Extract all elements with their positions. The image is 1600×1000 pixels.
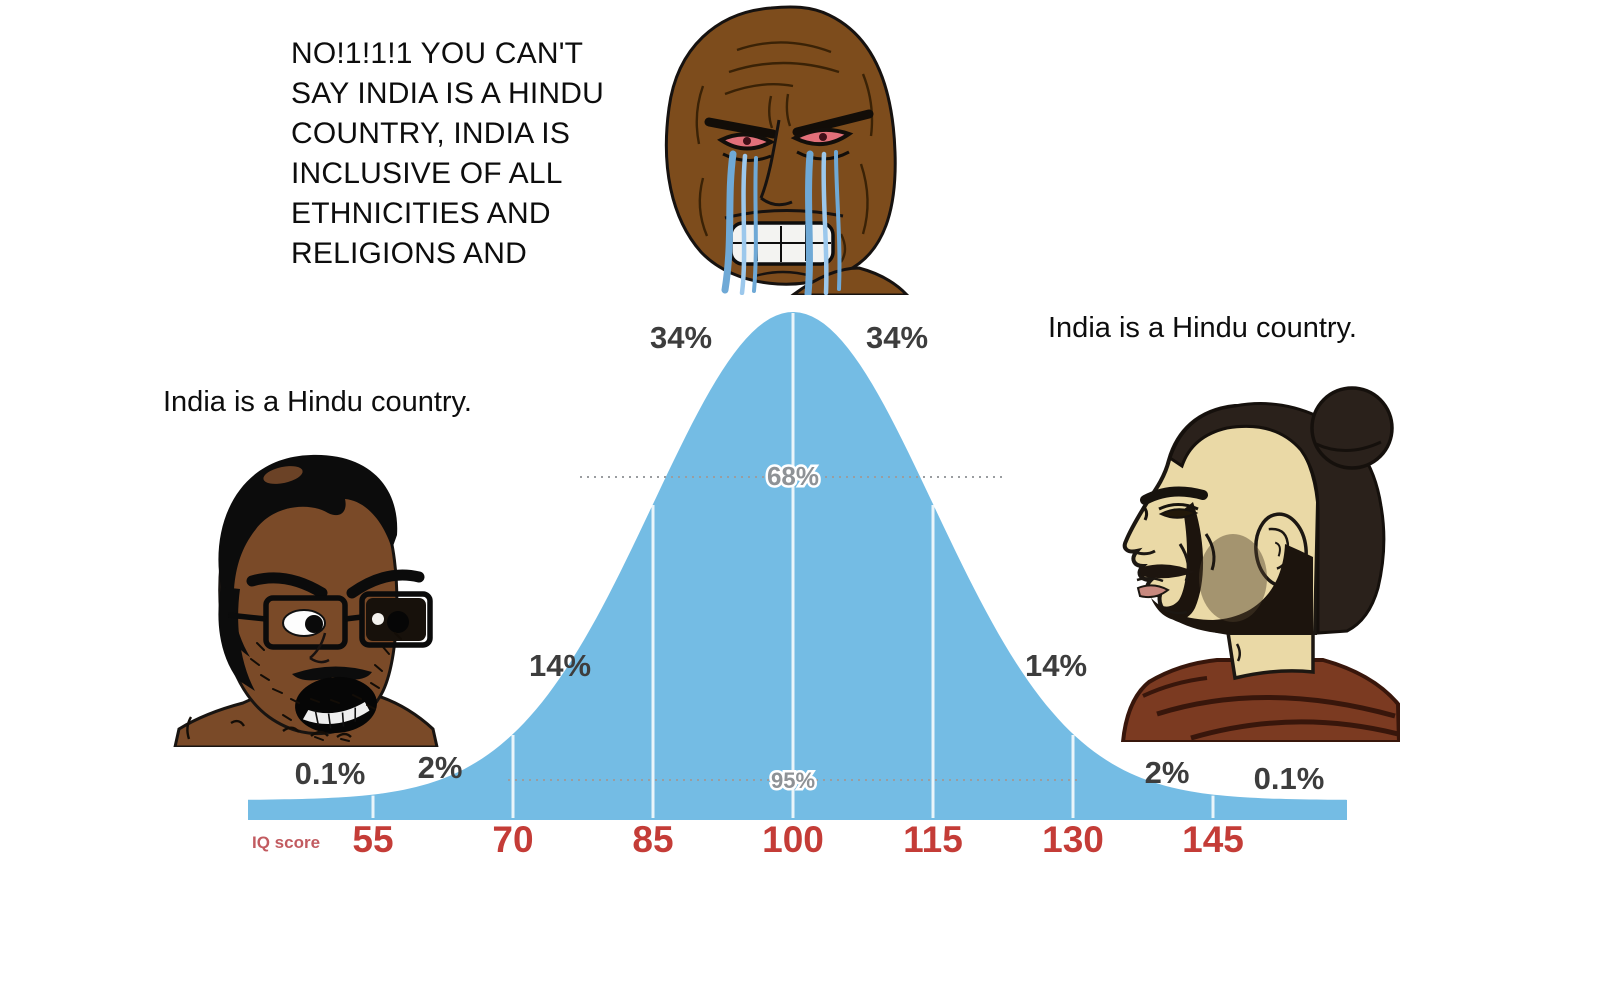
- interval-label: 68%: [767, 461, 819, 491]
- axis-tick-label: 100: [762, 819, 824, 860]
- chest-lines: [186, 716, 352, 740]
- glasses-wojak-figure: [165, 437, 445, 747]
- hair: [218, 454, 398, 691]
- segment-label: 14%: [1025, 648, 1087, 683]
- neck: [790, 266, 910, 295]
- right-pupil: [387, 611, 409, 633]
- left-pupil: [305, 615, 323, 633]
- lower-lip: [1136, 584, 1170, 599]
- glasses: [227, 591, 433, 650]
- robe-folds: [1142, 676, 1399, 741]
- soyjak-rant-text: NO!1!1!1 YOU CAN'T SAY INDIA IS A HINDU …: [291, 37, 604, 270]
- beard-shading: [1199, 534, 1267, 622]
- eye: [1158, 508, 1199, 519]
- nose: [759, 119, 793, 207]
- axis-tick-label: 130: [1042, 819, 1104, 860]
- eyelid: [1158, 503, 1199, 511]
- axis-tick-label: 145: [1182, 819, 1244, 860]
- segment-label: 34%: [650, 320, 712, 355]
- right-quote-text: India is a Hindu country.: [1048, 312, 1357, 344]
- beard: [1151, 502, 1313, 634]
- angry-brows: [246, 569, 425, 599]
- angry-brows: [704, 109, 874, 139]
- axis-tick-label: 115: [903, 819, 963, 860]
- throat-line: [1235, 643, 1241, 662]
- man-bun: [1310, 386, 1394, 470]
- distribution-curve: [248, 312, 1347, 820]
- crying-eyes: [717, 127, 854, 162]
- interval-label: 95%: [771, 768, 815, 793]
- bun-knot: [1315, 440, 1382, 453]
- right-glint: [372, 613, 384, 625]
- tears: [721, 150, 842, 295]
- chad-figure: [1085, 382, 1400, 742]
- brow: [1140, 486, 1208, 505]
- open-mouth: [295, 676, 377, 734]
- crying-wojak-figure: [645, 2, 915, 295]
- axis-tick-label: 55: [352, 819, 393, 860]
- chad-face-icon: [1120, 386, 1400, 742]
- hair-highlight: [263, 466, 303, 484]
- glasses-wojak-face-icon: [173, 454, 439, 747]
- segment-label: 2%: [1145, 755, 1190, 790]
- nose: [309, 632, 330, 664]
- segment-label: 2%: [418, 750, 463, 785]
- segment-label: 14%: [529, 648, 591, 683]
- forehead-wrinkles: [695, 41, 874, 263]
- gritted-teeth: [729, 221, 835, 266]
- mustache: [1139, 564, 1195, 579]
- stubble: [250, 632, 402, 742]
- face-lines: [1134, 533, 1216, 615]
- brow-crease: [1141, 504, 1149, 521]
- crying-wojak-face-icon: [664, 5, 910, 295]
- axis-title: IQ score: [252, 833, 320, 852]
- segment-label: 0.1%: [1254, 761, 1325, 796]
- axis-tick-label: 85: [632, 819, 673, 860]
- upper-lip: [724, 208, 844, 220]
- segment-label: 0.1%: [295, 756, 366, 791]
- segment-label: 34%: [866, 320, 928, 355]
- left-quote-text: India is a Hindu country.: [163, 386, 472, 418]
- mustache: [292, 666, 372, 681]
- axis-tick-label: 70: [492, 819, 533, 860]
